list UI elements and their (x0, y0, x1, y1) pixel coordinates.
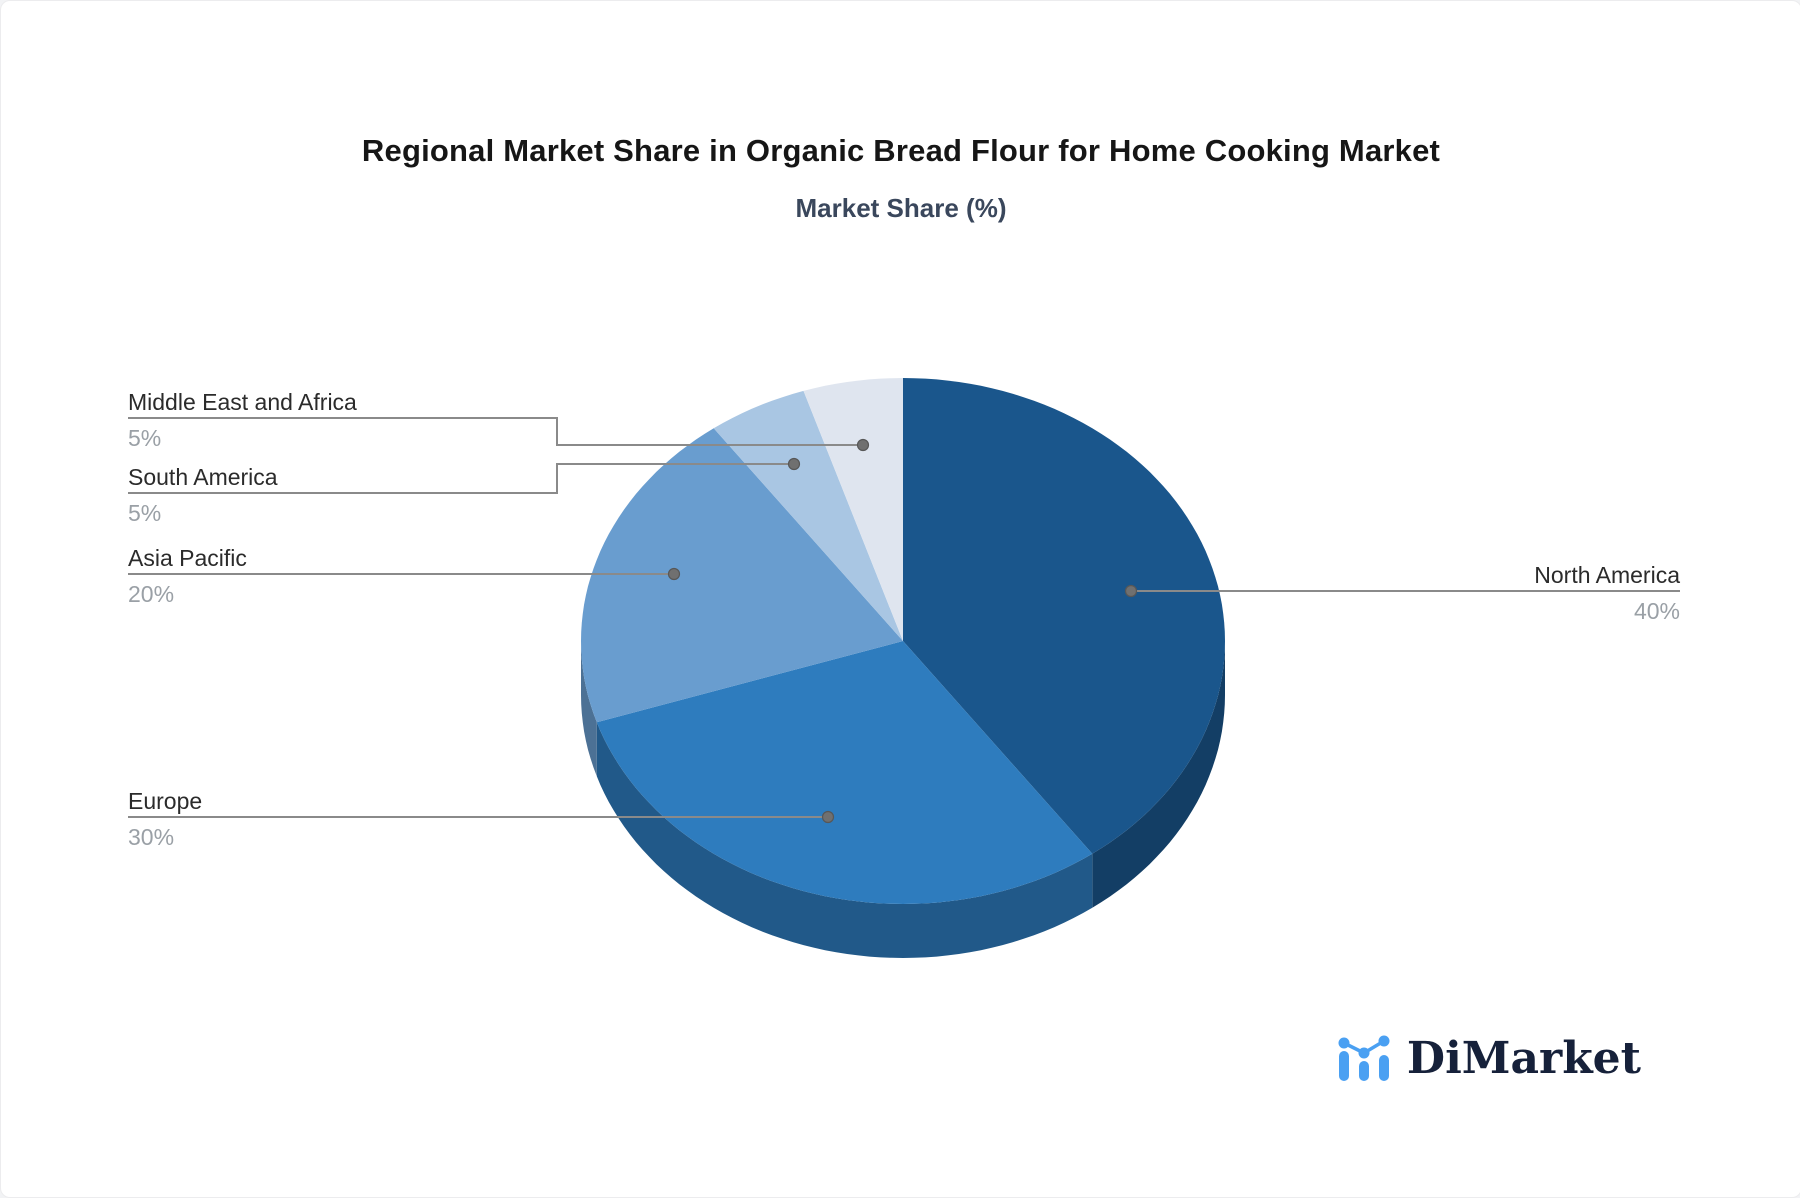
pie-label-middle-east-and-africa: Middle East and Africa 5% (128, 387, 357, 450)
pie-label-name: North America (1534, 562, 1680, 588)
brand-logo: DiMarket (1333, 1029, 1641, 1089)
pie-label-name: Middle East and Africa (128, 389, 357, 415)
leader-dot-europe (821, 810, 835, 824)
pie-slice-north-america[interactable] (903, 378, 1225, 854)
pie-depth-asia-pacific (581, 641, 597, 777)
pie-label-value: 5% (128, 500, 162, 526)
leader-dot-asia-pacific (667, 567, 681, 581)
mini-bar-chart-icon (1338, 1035, 1390, 1081)
pie-label-name: Asia Pacific (128, 545, 247, 571)
pie-slice-europe[interactable] (596, 641, 1093, 904)
chart-title: Regional Market Share in Organic Bread F… (361, 133, 1441, 168)
leader-dot-middle-east-and-africa (856, 438, 870, 452)
pie-label-north-america: North America 40% (1534, 560, 1680, 623)
leader-line-south-america (128, 463, 794, 494)
leader-dot-south-america (787, 457, 801, 471)
brand-logo-text: DiMarket (1406, 1033, 1641, 1084)
pie-depth-europe (596, 722, 1093, 958)
pie-label-asia-pacific: Asia Pacific 20% (128, 543, 247, 606)
pie-label-south-america: South America 5% (128, 462, 278, 525)
pie-label-europe: Europe 30% (128, 786, 202, 849)
pie-label-name: South America (128, 464, 278, 490)
pie-label-value: 5% (128, 425, 162, 451)
pie-label-name: Europe (128, 788, 203, 814)
pie-slice-asia-pacific[interactable] (581, 428, 903, 723)
pie-slice-south-america[interactable] (713, 390, 903, 641)
leader-line-middle-east-and-africa (128, 417, 863, 446)
pie-label-value: 40% (1633, 598, 1680, 624)
pie-label-value: 20% (128, 581, 175, 607)
chart-subtitle: Market Share (%) (795, 193, 1007, 223)
pie-slice-middle-east-and-africa[interactable] (803, 378, 904, 641)
leader-dot-north-america (1124, 584, 1138, 598)
pie-label-value: 30% (128, 824, 175, 850)
pie-depth-north-america (1092, 641, 1225, 908)
